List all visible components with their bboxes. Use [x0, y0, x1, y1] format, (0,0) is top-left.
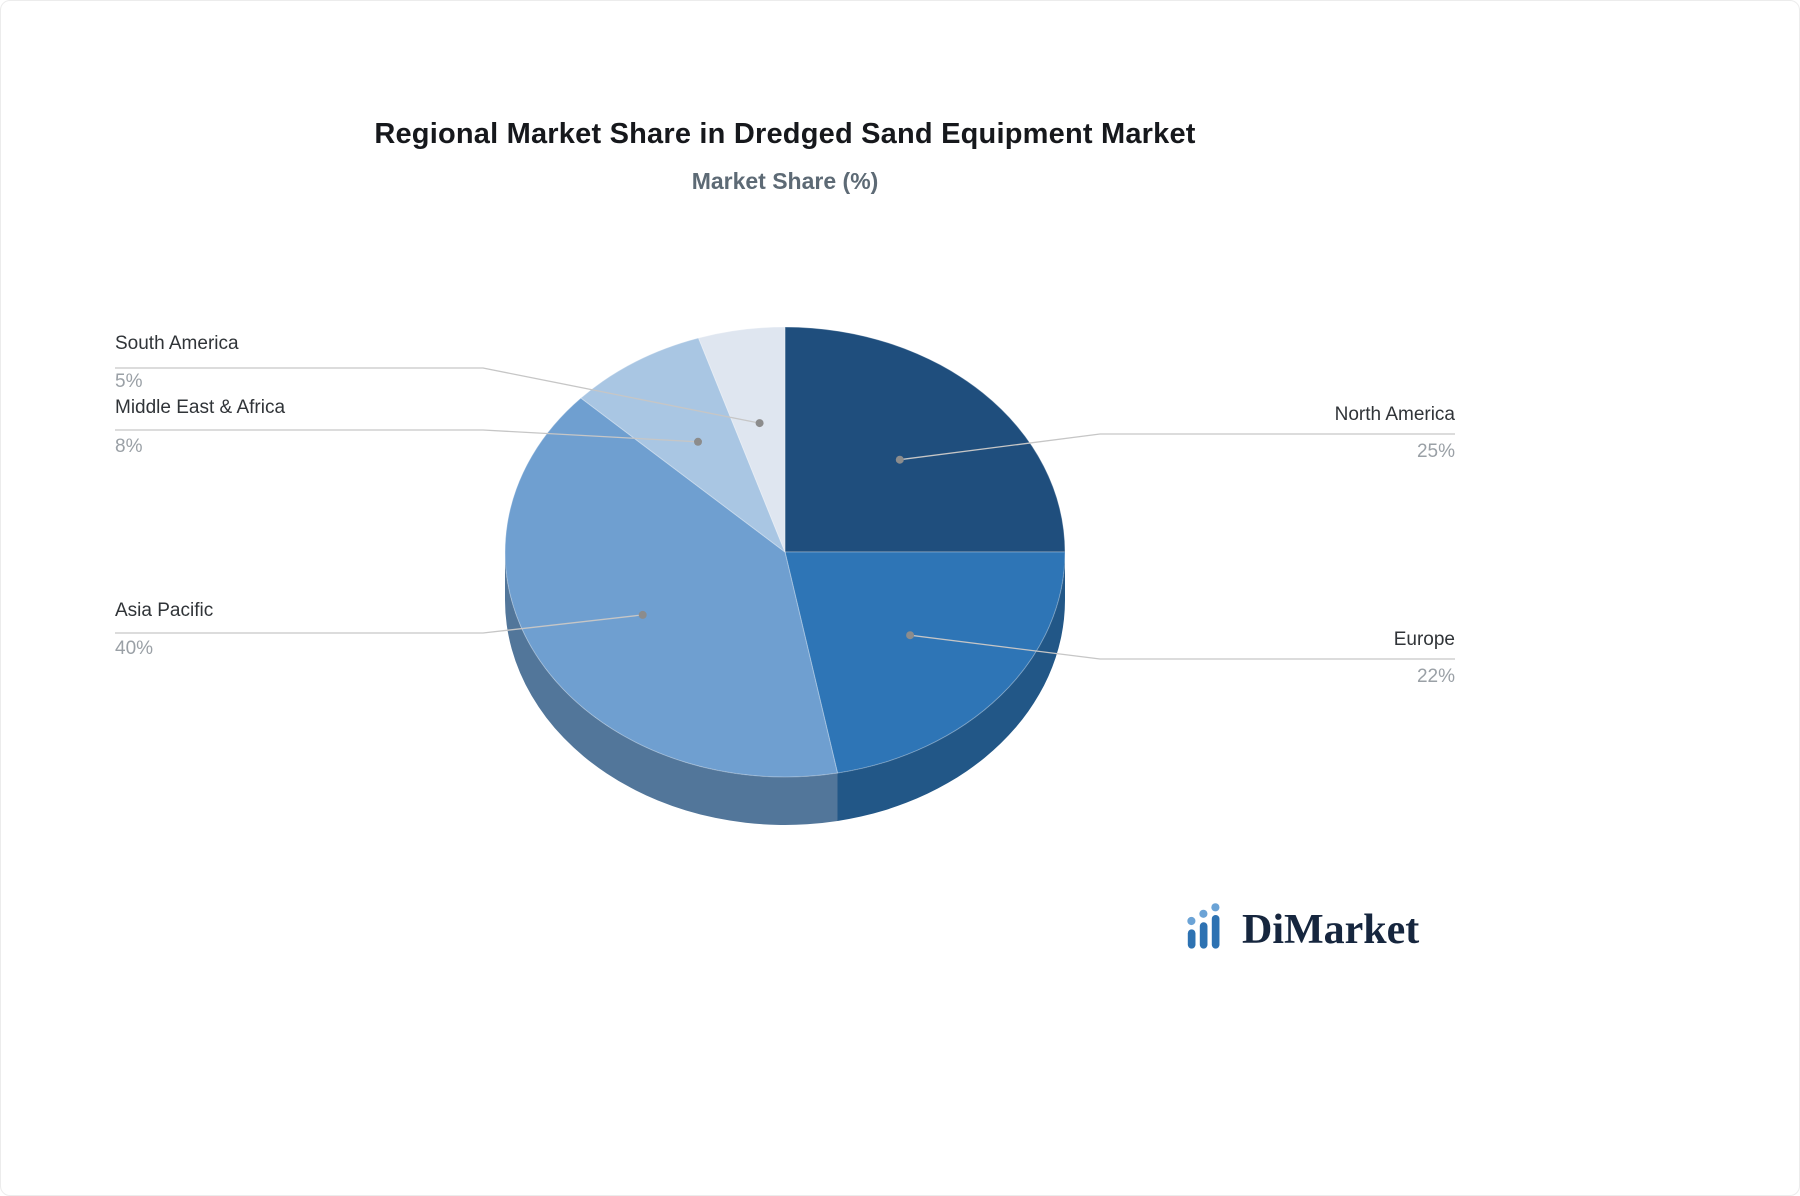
callout-value-south-america: 5% [115, 371, 143, 392]
callout-value-middle-east-africa: 8% [115, 436, 143, 457]
callout-label-south-america: South America [115, 333, 239, 354]
callout-label-asia-pacific: Asia Pacific [115, 600, 214, 621]
bar-chart-logo-icon [1187, 903, 1220, 949]
chart-subtitle: Market Share (%) [691, 168, 879, 194]
callout-value-asia-pacific: 40% [115, 638, 154, 659]
callout-value-north-america: 25% [1416, 441, 1455, 462]
brand-logo: DiMarket [1185, 903, 1419, 951]
chart-title: Regional Market Share in Dredged Sand Eq… [374, 118, 1196, 150]
callout-value-europe: 22% [1416, 666, 1455, 687]
callout-label-europe: Europe [1393, 629, 1455, 650]
callout-label-middle-east-africa: Middle East & Africa [115, 397, 286, 418]
brand-name: DiMarket [1242, 907, 1420, 953]
callout-label-north-america: North America [1334, 404, 1455, 425]
